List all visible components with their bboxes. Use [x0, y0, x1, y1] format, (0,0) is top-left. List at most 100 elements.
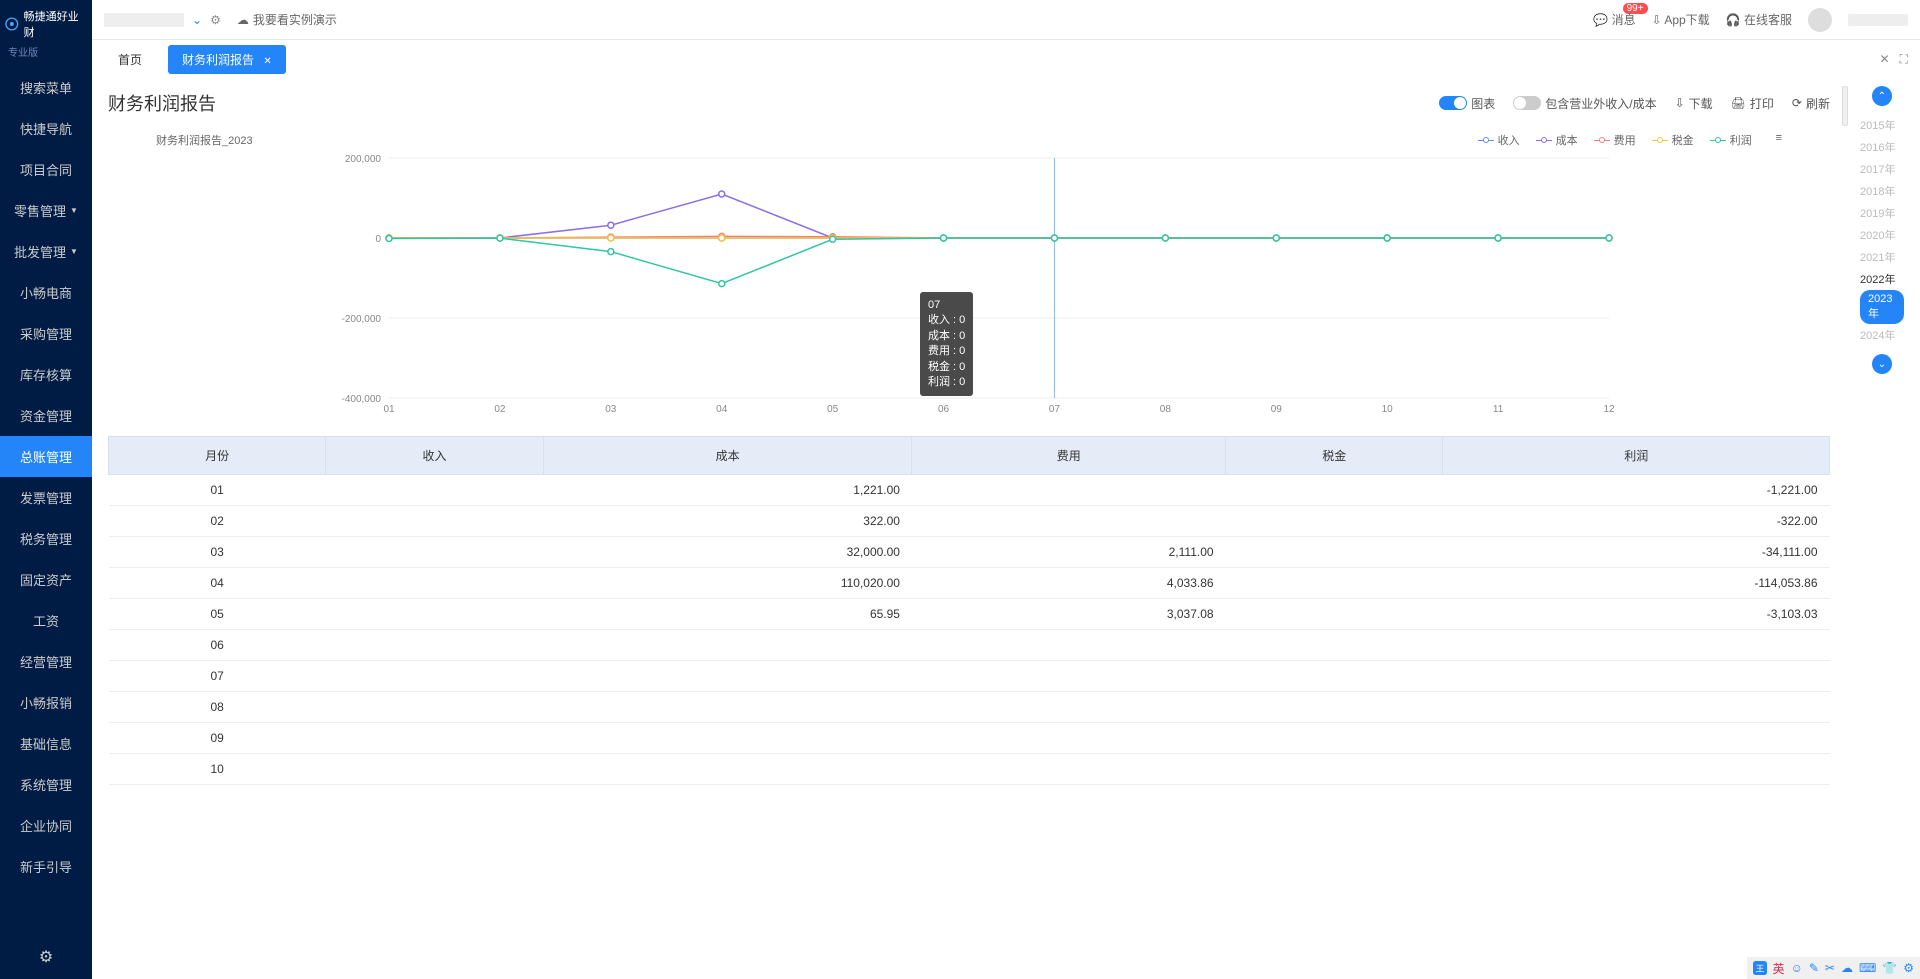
table-cell: 02 — [109, 506, 326, 537]
app-download-button[interactable]: ⇩ App下载 — [1652, 11, 1710, 28]
ime-lang[interactable]: 英 — [1773, 960, 1785, 977]
ime-tool-icon[interactable]: ⚙ — [1903, 961, 1914, 975]
table-cell — [1226, 568, 1443, 599]
svg-text:09: 09 — [1271, 404, 1283, 415]
chart-tooltip: 07收入 : 0成本 : 0费用 : 0税金 : 0利润 : 0 — [920, 292, 973, 396]
table-row: 011,221.00-1,221.00 — [109, 475, 1830, 506]
sidebar-item-6[interactable]: 采购管理 — [0, 313, 92, 354]
sidebar-item-7[interactable]: 库存核算 — [0, 354, 92, 395]
ime-tool-icon[interactable]: ☺ — [1791, 961, 1803, 975]
chart: 财务利润报告_2023 收入成本费用税金利润≡ 200,0000-200,000… — [108, 128, 1830, 428]
sidebar-item-8[interactable]: 资金管理 — [0, 395, 92, 436]
table-cell — [1443, 754, 1830, 785]
year-item[interactable]: 2024年 — [1860, 324, 1904, 346]
messages-button[interactable]: 💬 消息 99+ — [1593, 11, 1635, 28]
table-cell — [1226, 630, 1443, 661]
sidebar-item-label: 税务管理 — [20, 529, 72, 548]
svg-text:12: 12 — [1603, 404, 1615, 415]
legend-item[interactable]: 税金 — [1652, 132, 1694, 148]
gear-icon[interactable]: ⚙ — [210, 13, 221, 27]
scroll-up-icon[interactable]: ⌃ — [1872, 86, 1892, 106]
table-row: 0565.953,037.08-3,103.03 — [109, 599, 1830, 630]
legend-item[interactable]: 收入 — [1478, 132, 1520, 148]
ime-tool-icon[interactable]: 👕 — [1882, 961, 1897, 975]
ime-tool-icon[interactable]: ⌨ — [1859, 961, 1876, 975]
service-label: 在线客服 — [1744, 13, 1792, 27]
sidebar-item-2[interactable]: 项目合同 — [0, 149, 92, 190]
year-item[interactable]: 2021年 — [1860, 246, 1904, 268]
table-row: 08 — [109, 692, 1830, 723]
legend-collapse-icon[interactable]: ≡ — [1776, 132, 1782, 148]
sidebar-item-0[interactable]: 搜索菜单 — [0, 67, 92, 108]
year-item[interactable]: 2017年 — [1860, 158, 1904, 180]
fullscreen-icon[interactable]: ⛶ — [1900, 52, 1908, 67]
sidebar-item-1[interactable]: 快捷导航 — [0, 108, 92, 149]
legend-item[interactable]: 费用 — [1594, 132, 1636, 148]
column-header: 月份 — [109, 437, 326, 475]
ime-tool-icon[interactable]: ✎ — [1809, 961, 1819, 975]
sidebar-item-15[interactable]: 小畅报销 — [0, 682, 92, 723]
sidebar-item-label: 小畅报销 — [20, 693, 72, 712]
demo-link[interactable]: ☁ 我要看实例演示 — [237, 11, 337, 28]
year-item[interactable]: 2016年 — [1860, 136, 1904, 158]
ime-taskbar: 王 英 ☺ ✎ ✂ ☁ ⌨ 👕 ⚙ — [1747, 957, 1920, 979]
table-cell: 07 — [109, 661, 326, 692]
table-row: 02322.00-322.00 — [109, 506, 1830, 537]
ime-icon[interactable]: 王 — [1753, 961, 1767, 975]
avatar[interactable] — [1808, 8, 1832, 32]
table-cell: 2,111.00 — [912, 537, 1226, 568]
sidebar-item-18[interactable]: 企业协同 — [0, 805, 92, 846]
year-item[interactable]: 2018年 — [1860, 180, 1904, 202]
sidebar-item-17[interactable]: 系统管理 — [0, 764, 92, 805]
sidebar-item-19[interactable]: 新手引导 — [0, 846, 92, 887]
close-all-icon[interactable]: ✕ — [1880, 52, 1890, 67]
scroll-down-icon[interactable]: ⌄ — [1872, 354, 1892, 374]
print-button[interactable]: 🖨 打印 — [1731, 95, 1774, 112]
tab-report[interactable]: 财务利润报告 ✕ — [168, 45, 286, 74]
sidebar-item-4[interactable]: 批发管理▼ — [0, 231, 92, 272]
sidebar-item-label: 采购管理 — [20, 324, 72, 343]
sidebar-item-10[interactable]: 发票管理 — [0, 477, 92, 518]
table-cell: 65.95 — [543, 599, 912, 630]
sidebar-item-label: 零售管理 — [14, 201, 66, 220]
ime-tool-icon[interactable]: ☁ — [1841, 961, 1853, 975]
year-item[interactable]: 2015年 — [1860, 114, 1904, 136]
online-service-button[interactable]: 🎧 在线客服 — [1726, 11, 1792, 28]
org-selector[interactable]: ⌄ ⚙ — [104, 13, 221, 27]
sidebar-item-label: 库存核算 — [20, 365, 72, 384]
legend-item[interactable]: 利润 — [1710, 132, 1752, 148]
settings-icon[interactable]: ⚙ — [0, 935, 92, 979]
year-item[interactable]: 2020年 — [1860, 224, 1904, 246]
chevron-down-icon: ▼ — [70, 247, 78, 256]
drag-handle[interactable] — [1842, 86, 1848, 126]
download-icon: ⇩ — [1652, 13, 1662, 27]
table-row: 04110,020.004,033.86-114,053.86 — [109, 568, 1830, 599]
refresh-icon: ⟳ — [1792, 96, 1802, 110]
include-toggle[interactable]: 包含营业外收入/成本 — [1513, 95, 1656, 112]
close-icon[interactable]: ✕ — [263, 56, 271, 67]
legend-item[interactable]: 成本 — [1536, 132, 1578, 148]
sidebar-item-16[interactable]: 基础信息 — [0, 723, 92, 764]
ime-tool-icon[interactable]: ✂ — [1825, 961, 1835, 975]
refresh-button[interactable]: ⟳ 刷新 — [1792, 95, 1830, 112]
messages-badge: 99+ — [1623, 3, 1648, 14]
sidebar-item-5[interactable]: 小畅电商 — [0, 272, 92, 313]
sidebar-item-9[interactable]: 总账管理 — [0, 436, 92, 477]
table-cell: 4,033.86 — [912, 568, 1226, 599]
year-item[interactable]: 2022年 — [1860, 268, 1904, 290]
column-header: 利润 — [1443, 437, 1830, 475]
sidebar-item-14[interactable]: 经营管理 — [0, 641, 92, 682]
sidebar-item-12[interactable]: 固定资产 — [0, 559, 92, 600]
message-icon: 💬 — [1593, 13, 1608, 27]
data-table-wrap[interactable]: 月份收入成本费用税金利润 011,221.00-1,221.0002322.00… — [108, 436, 1830, 963]
sidebar-item-11[interactable]: 税务管理 — [0, 518, 92, 559]
chart-toggle[interactable]: 图表 — [1439, 95, 1495, 112]
table-cell — [1226, 537, 1443, 568]
cloud-icon: ☁ — [237, 13, 249, 27]
year-item[interactable]: 2023年 — [1860, 290, 1904, 324]
sidebar-item-13[interactable]: 工资 — [0, 600, 92, 641]
sidebar-item-3[interactable]: 零售管理▼ — [0, 190, 92, 231]
tab-home[interactable]: 首页 — [104, 45, 156, 74]
year-item[interactable]: 2019年 — [1860, 202, 1904, 224]
download-button[interactable]: ⇩ 下载 — [1675, 95, 1713, 112]
